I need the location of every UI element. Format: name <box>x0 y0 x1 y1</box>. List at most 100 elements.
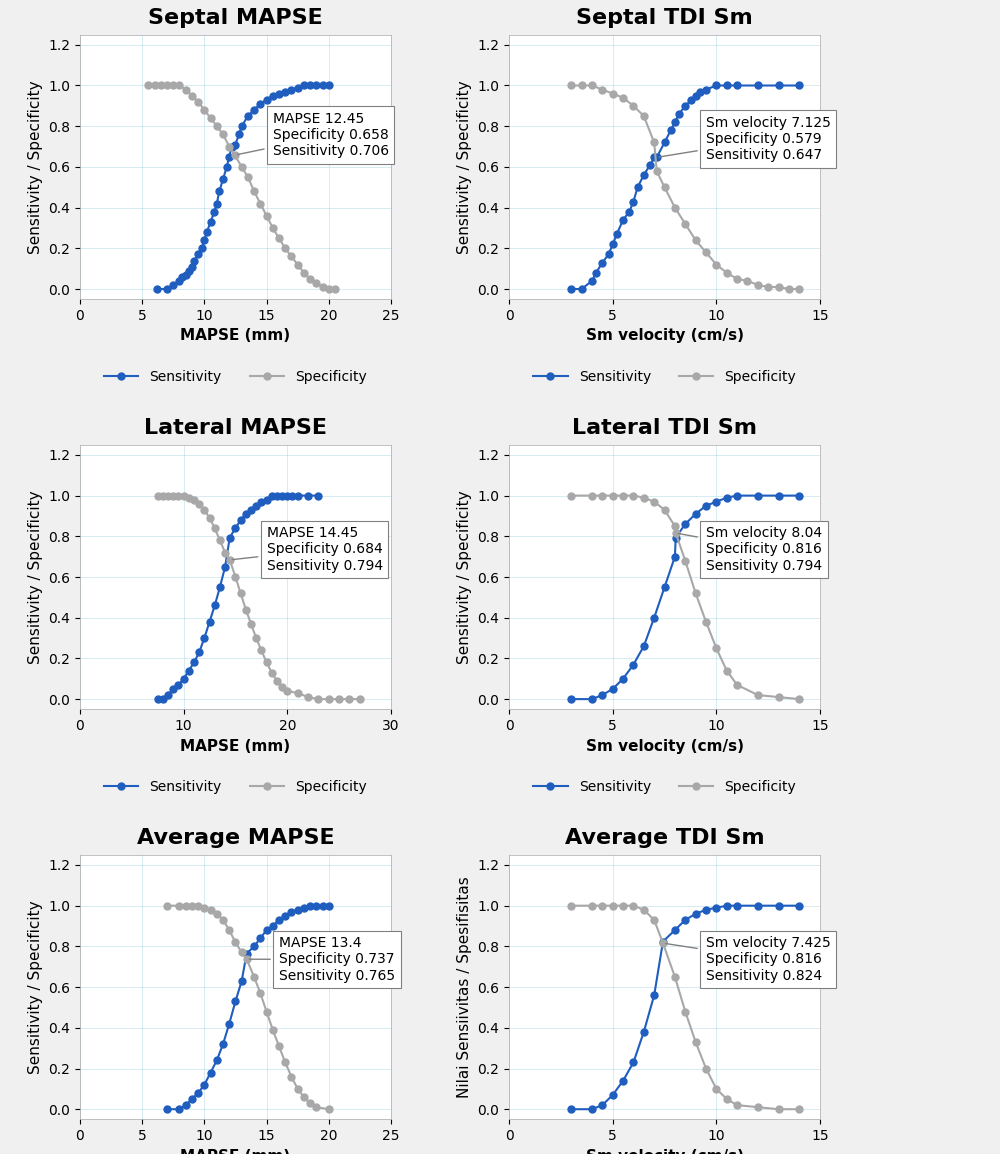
Specificity <box>261 1005 273 1019</box>
Y-axis label: Sensitivity / Specificity: Sensitivity / Specificity <box>28 900 43 1074</box>
Specificity <box>229 570 241 584</box>
Sensitivity <box>603 247 615 261</box>
Specificity <box>565 899 577 913</box>
Sensitivity <box>242 110 254 123</box>
Sensitivity <box>298 901 310 915</box>
Specificity <box>690 1035 702 1049</box>
Specificity <box>186 899 198 913</box>
Specificity <box>638 110 650 123</box>
Specificity <box>638 902 650 916</box>
Sensitivity <box>180 1099 192 1112</box>
Text: Sm velocity 8.04
Specificity 0.816
Sensitivity 0.794: Sm velocity 8.04 Specificity 0.816 Sensi… <box>678 526 822 572</box>
Sensitivity <box>638 639 650 653</box>
Specificity <box>292 257 304 271</box>
Sensitivity <box>685 92 697 106</box>
Specificity <box>343 692 355 706</box>
Sensitivity <box>261 923 273 937</box>
Specificity <box>679 217 691 231</box>
Specificity <box>648 135 660 149</box>
Specificity <box>700 615 712 629</box>
Specificity <box>248 971 260 984</box>
Specificity <box>565 488 577 502</box>
Y-axis label: Sensitivity / Specificity: Sensitivity / Specificity <box>28 80 43 254</box>
Sensitivity <box>710 495 722 509</box>
Specificity <box>617 488 629 502</box>
Sensitivity <box>183 264 195 278</box>
Specificity <box>700 1062 712 1076</box>
Sensitivity <box>211 1054 223 1067</box>
Specificity <box>180 899 192 913</box>
Sensitivity <box>690 507 702 520</box>
Sensitivity <box>250 499 262 512</box>
Sensitivity <box>236 974 248 988</box>
Sensitivity <box>204 615 216 629</box>
Specificity <box>304 272 316 286</box>
Sensitivity <box>304 78 316 92</box>
X-axis label: MAPSE (mm): MAPSE (mm) <box>180 739 291 754</box>
Legend: Sensitivity, Specificity: Sensitivity, Specificity <box>527 774 802 800</box>
Specificity <box>323 282 335 295</box>
Specificity <box>180 83 192 97</box>
Specificity <box>205 111 217 125</box>
Sensitivity <box>213 185 225 198</box>
Sensitivity <box>196 241 208 255</box>
Specificity <box>576 78 588 92</box>
Sensitivity <box>178 672 190 685</box>
Specificity <box>721 1092 733 1106</box>
Specificity <box>333 692 345 706</box>
Specificity <box>565 78 577 92</box>
Sensitivity <box>669 549 681 563</box>
Line: Specificity: Specificity <box>164 902 332 1112</box>
Sensitivity <box>317 899 329 913</box>
Legend: Sensitivity, Specificity: Sensitivity, Specificity <box>98 774 373 800</box>
Sensitivity <box>248 103 260 117</box>
Sensitivity <box>279 84 291 98</box>
Sensitivity <box>565 282 577 295</box>
Sensitivity <box>208 204 220 218</box>
Sensitivity <box>721 78 733 92</box>
Sensitivity <box>670 531 682 545</box>
Sensitivity <box>627 195 639 209</box>
Specificity <box>255 643 267 657</box>
Specificity <box>161 78 173 92</box>
Specificity <box>193 497 205 511</box>
Specificity <box>285 249 297 263</box>
Line: Specificity: Specificity <box>145 82 338 292</box>
Sensitivity <box>229 522 241 535</box>
Sensitivity <box>271 488 283 502</box>
Sensitivity <box>162 688 174 702</box>
Sensitivity <box>773 488 785 502</box>
Sensitivity <box>167 278 179 292</box>
Sensitivity <box>226 140 238 153</box>
Specificity <box>659 503 671 517</box>
Sensitivity <box>565 692 577 706</box>
Specificity <box>240 602 252 616</box>
Sensitivity <box>651 150 663 164</box>
Sensitivity <box>700 83 712 97</box>
Specificity <box>254 987 266 1001</box>
Sensitivity <box>310 78 322 92</box>
Specificity <box>690 586 702 600</box>
Sensitivity <box>669 923 681 937</box>
Specificity <box>223 140 235 153</box>
Sensitivity <box>221 160 233 174</box>
Sensitivity <box>276 488 288 502</box>
Specificity <box>245 617 257 631</box>
Line: Sensitivity: Sensitivity <box>154 82 332 292</box>
Specificity <box>310 276 322 290</box>
Sensitivity <box>192 1086 204 1100</box>
Specificity <box>721 664 733 677</box>
Legend: Sensitivity, Specificity: Sensitivity, Specificity <box>98 365 373 389</box>
Sensitivity <box>292 488 304 502</box>
Specificity <box>198 103 210 117</box>
Specificity <box>157 488 169 502</box>
Sensitivity <box>793 78 805 92</box>
Specificity <box>323 692 335 706</box>
Sensitivity <box>627 1056 639 1070</box>
Sensitivity <box>700 902 712 916</box>
Specificity <box>669 519 681 533</box>
Specificity <box>214 533 226 547</box>
Sensitivity <box>223 150 235 164</box>
Sensitivity <box>192 247 204 261</box>
Specificity <box>279 1056 291 1070</box>
